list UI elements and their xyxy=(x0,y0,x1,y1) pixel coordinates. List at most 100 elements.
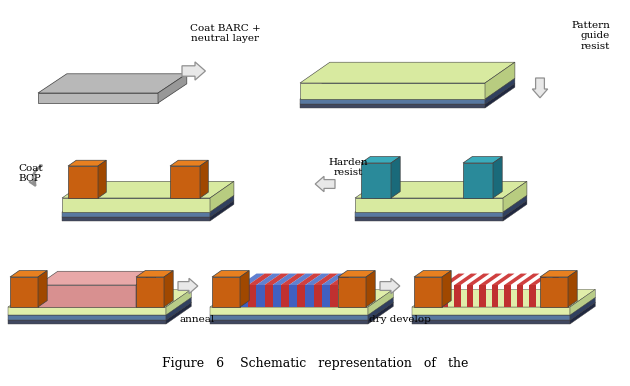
Polygon shape xyxy=(62,181,234,198)
Polygon shape xyxy=(248,285,256,307)
Polygon shape xyxy=(210,290,393,307)
Polygon shape xyxy=(540,271,577,277)
Text: Pattern
guide
resist: Pattern guide resist xyxy=(571,21,610,51)
Polygon shape xyxy=(503,200,527,221)
Polygon shape xyxy=(493,157,502,198)
Polygon shape xyxy=(412,297,595,315)
Polygon shape xyxy=(210,200,234,221)
Polygon shape xyxy=(8,315,166,320)
Polygon shape xyxy=(170,160,209,166)
Polygon shape xyxy=(210,320,368,324)
Polygon shape xyxy=(505,285,510,307)
Polygon shape xyxy=(391,157,400,198)
Polygon shape xyxy=(479,285,486,307)
Polygon shape xyxy=(485,83,515,108)
Polygon shape xyxy=(300,62,515,83)
Polygon shape xyxy=(355,212,503,217)
Polygon shape xyxy=(503,195,527,217)
Polygon shape xyxy=(306,274,330,285)
Polygon shape xyxy=(380,278,400,294)
Polygon shape xyxy=(330,274,355,285)
Polygon shape xyxy=(306,285,314,307)
Polygon shape xyxy=(412,307,570,315)
Polygon shape xyxy=(300,104,485,108)
Polygon shape xyxy=(38,74,187,93)
Polygon shape xyxy=(8,307,166,315)
Polygon shape xyxy=(265,274,289,285)
Polygon shape xyxy=(412,315,570,320)
Polygon shape xyxy=(62,217,210,221)
Polygon shape xyxy=(62,200,234,217)
Polygon shape xyxy=(98,160,106,198)
Polygon shape xyxy=(570,290,595,315)
Polygon shape xyxy=(517,285,523,307)
Text: Harden
resist: Harden resist xyxy=(328,158,368,178)
Polygon shape xyxy=(529,285,535,307)
Text: Coat
BCP: Coat BCP xyxy=(18,164,43,183)
Polygon shape xyxy=(300,83,515,104)
Polygon shape xyxy=(62,198,210,212)
Polygon shape xyxy=(210,181,234,212)
Polygon shape xyxy=(314,285,322,307)
Text: Figure   6    Schematic   representation   of   the: Figure 6 Schematic representation of the xyxy=(162,357,468,370)
Polygon shape xyxy=(485,78,515,104)
Polygon shape xyxy=(355,198,503,212)
Polygon shape xyxy=(492,285,498,307)
Polygon shape xyxy=(568,271,577,307)
Polygon shape xyxy=(300,78,515,99)
Text: Coat BARC +
neutral layer: Coat BARC + neutral layer xyxy=(190,24,260,43)
Polygon shape xyxy=(136,277,164,307)
Polygon shape xyxy=(322,285,330,307)
Polygon shape xyxy=(414,271,451,277)
Polygon shape xyxy=(366,271,375,307)
Polygon shape xyxy=(8,302,192,320)
Polygon shape xyxy=(442,285,448,307)
Polygon shape xyxy=(442,271,451,307)
Text: anneal: anneal xyxy=(180,315,215,324)
Text: dry develop: dry develop xyxy=(369,315,431,324)
Polygon shape xyxy=(273,274,297,285)
Polygon shape xyxy=(315,176,335,192)
Polygon shape xyxy=(248,274,273,285)
Polygon shape xyxy=(10,277,38,307)
Polygon shape xyxy=(300,83,485,99)
Polygon shape xyxy=(166,302,192,324)
Polygon shape xyxy=(68,166,98,198)
Polygon shape xyxy=(355,217,503,221)
Polygon shape xyxy=(210,195,234,217)
Polygon shape xyxy=(212,277,240,307)
Polygon shape xyxy=(281,274,306,285)
Polygon shape xyxy=(38,285,136,307)
Polygon shape xyxy=(542,285,548,307)
Polygon shape xyxy=(166,297,192,320)
Polygon shape xyxy=(38,271,156,285)
Polygon shape xyxy=(454,274,477,285)
Polygon shape xyxy=(178,278,198,294)
Polygon shape xyxy=(492,274,515,285)
Polygon shape xyxy=(322,274,346,285)
Polygon shape xyxy=(485,62,515,99)
Polygon shape xyxy=(62,212,210,217)
Polygon shape xyxy=(256,274,281,285)
Polygon shape xyxy=(68,160,106,166)
Polygon shape xyxy=(289,274,314,285)
Polygon shape xyxy=(8,320,166,324)
Polygon shape xyxy=(210,315,368,320)
Polygon shape xyxy=(412,302,595,320)
Polygon shape xyxy=(62,195,234,212)
Polygon shape xyxy=(8,297,192,315)
Polygon shape xyxy=(265,285,273,307)
Polygon shape xyxy=(368,290,393,315)
Polygon shape xyxy=(314,274,338,285)
Polygon shape xyxy=(158,74,187,103)
Polygon shape xyxy=(442,274,465,285)
Polygon shape xyxy=(479,274,502,285)
Polygon shape xyxy=(503,181,527,212)
Polygon shape xyxy=(542,274,564,285)
Polygon shape xyxy=(338,277,366,307)
Polygon shape xyxy=(297,274,322,285)
Polygon shape xyxy=(300,99,485,104)
Polygon shape xyxy=(361,163,391,198)
Polygon shape xyxy=(414,277,442,307)
Polygon shape xyxy=(454,285,461,307)
